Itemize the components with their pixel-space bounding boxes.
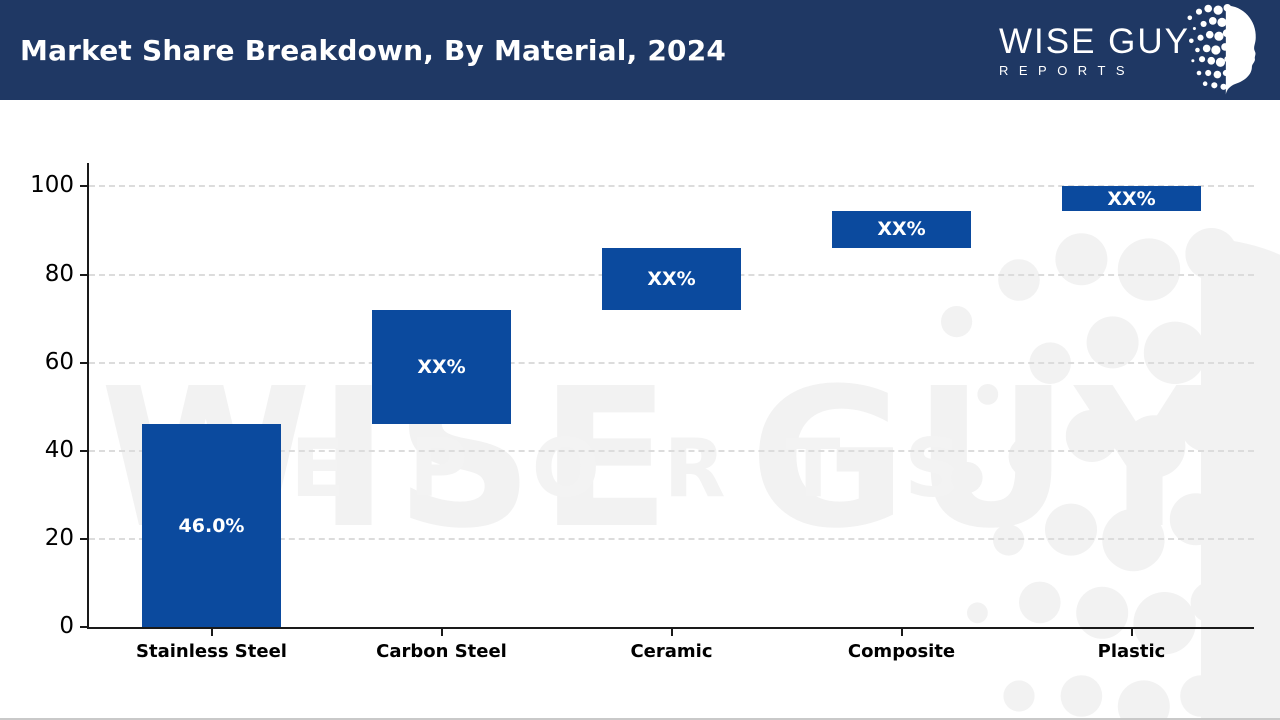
bar-ceramic: XX% — [602, 248, 741, 310]
y-tick-label-60: 60 — [44, 348, 74, 375]
gridline-60 — [89, 361, 1254, 364]
bar-value-label-ceramic: XX% — [647, 267, 696, 290]
x-tick-label-carbon-steel: Carbon Steel — [376, 641, 507, 662]
watermark-subtitle: REPORTS — [165, 422, 1027, 515]
bar-carbon-steel: XX% — [372, 309, 511, 425]
wise-guy-logo: WISE GUY REPORTS — [999, 4, 1266, 96]
y-tick-40 — [80, 449, 88, 452]
y-tick-0 — [80, 626, 88, 628]
watermark-head-icon — [941, 228, 1280, 718]
y-tick-label-80: 80 — [44, 260, 74, 287]
dotted-head-icon — [1187, 4, 1256, 95]
gridline-100 — [89, 185, 1254, 188]
x-tick-label-ceramic: Ceramic — [630, 641, 713, 662]
bar-plastic: XX% — [1062, 186, 1201, 211]
plot: 0 20 40 60 80 100 46.0% Stainless Steel XX% Carbo… — [0, 100, 1280, 718]
y-tick-label-0: 0 — [59, 613, 74, 639]
logo-wordmark: WISE GUY — [998, 21, 1190, 61]
y-tick-label-100: 100 — [30, 172, 74, 199]
chart-title: Market Share Breakdown, By Material, 202… — [20, 33, 727, 67]
y-tick-80 — [80, 273, 88, 276]
bar-value-label-composite: XX% — [877, 218, 926, 241]
bar-composite: XX% — [832, 210, 971, 249]
gridline-40 — [89, 449, 1254, 452]
x-tick-composite — [900, 628, 903, 636]
x-tick-label-stainless-steel: Stainless Steel — [136, 641, 287, 662]
logo-subtitle: REPORTS — [998, 62, 1136, 78]
header: Market Share Breakdown, By Material, 202… — [0, 0, 1280, 100]
bar-value-label-plastic: XX% — [1107, 187, 1156, 210]
y-tick-20 — [80, 537, 88, 540]
y-tick-label-40: 40 — [44, 436, 74, 463]
x-axis-line — [87, 627, 1254, 629]
bar-stainless-steel: 46.0% — [142, 424, 281, 627]
bar-value-label-carbon-steel: XX% — [417, 356, 466, 379]
x-tick-label-plastic: Plastic — [1097, 641, 1166, 662]
y-tick-label-20: 20 — [44, 524, 74, 551]
y-tick-100 — [80, 185, 88, 188]
logo-text: WISE GUY REPORTS — [999, 24, 1190, 77]
gridline-20 — [89, 537, 1254, 540]
y-tick-60 — [80, 361, 88, 364]
bar-value-label-stainless-steel: 46.0% — [178, 514, 245, 537]
x-tick-ceramic — [670, 628, 673, 636]
chart-area: WISE GUY REPORTS 0 20 40 60 80 100 46.0% Stainl… — [0, 100, 1280, 718]
x-tick-stainless-steel — [210, 628, 213, 636]
x-tick-plastic — [1130, 628, 1133, 636]
x-tick-carbon-steel — [440, 628, 443, 636]
y-axis-line — [87, 163, 89, 629]
x-tick-label-composite: Composite — [847, 641, 956, 662]
